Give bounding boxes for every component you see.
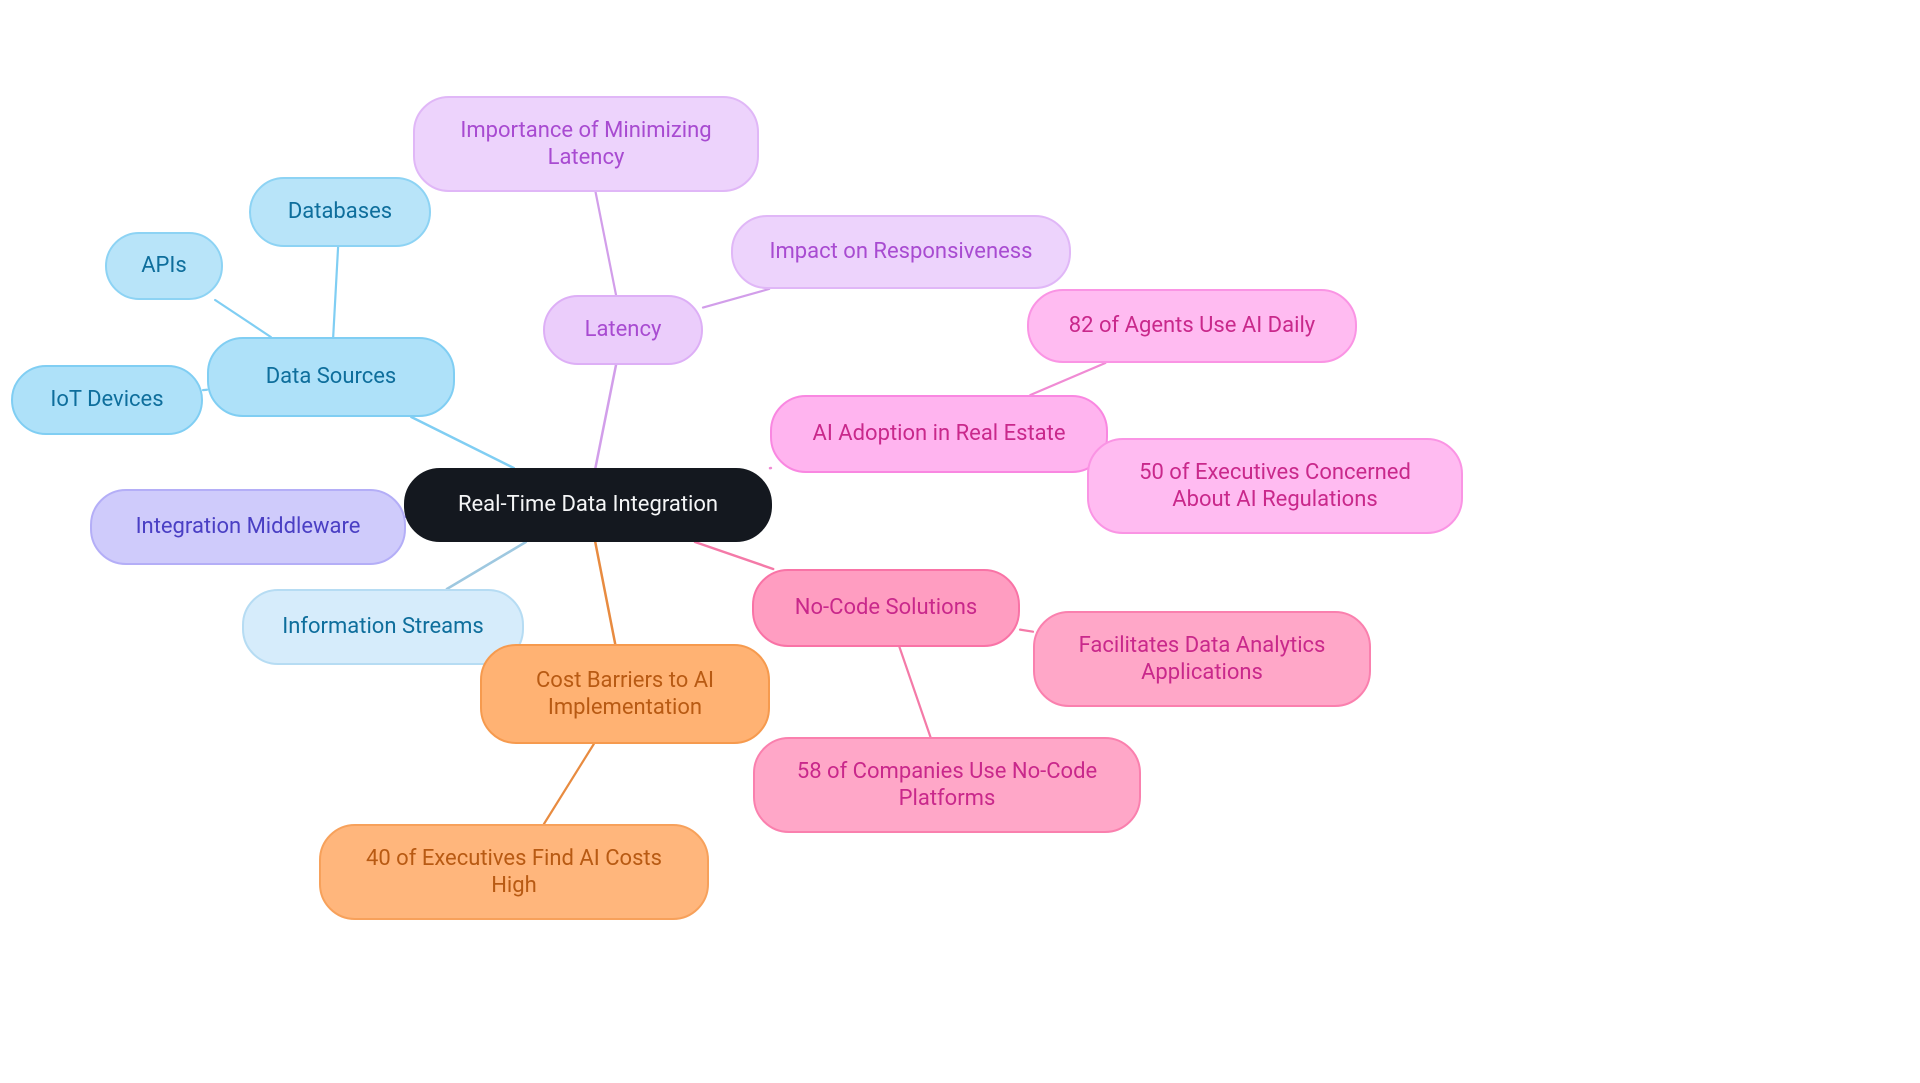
node-lat: Latency (543, 295, 703, 365)
node-is: Information Streams (242, 589, 524, 665)
node-root: Real-Time Data Integration (404, 468, 772, 542)
node-nc_fac: Facilitates Data Analytics Applications (1033, 611, 1371, 707)
edge-nc-nc_fac (1020, 630, 1033, 632)
node-mw: Integration Middleware (90, 489, 406, 565)
node-label: Impact on Responsiveness (770, 238, 1033, 266)
mindmap-stage: Real-Time Data Integration Data Sources Da… (0, 0, 1920, 1083)
node-label: 82 of Agents Use AI Daily (1069, 312, 1315, 340)
node-label: Cost Barriers to AI Implementation (536, 667, 714, 722)
node-ds_api: APIs (105, 232, 223, 300)
node-label: AI Adoption in Real Estate (813, 420, 1066, 448)
node-ai: AI Adoption in Real Estate (770, 395, 1108, 473)
node-ds_db: Databases (249, 177, 431, 247)
edge-lat-lat_min (596, 192, 616, 295)
edge-root-nc (695, 542, 773, 569)
edge-root-ds (411, 417, 513, 468)
edge-lat-lat_imp (703, 289, 769, 308)
edge-ds-ds_db (333, 247, 338, 337)
node-label: Databases (288, 198, 392, 226)
node-label: Real-Time Data Integration (458, 491, 718, 519)
node-label: IoT Devices (50, 386, 163, 414)
node-lat_imp: Impact on Responsiveness (731, 215, 1071, 289)
node-label: 50 of Executives Concerned About AI Regu… (1139, 459, 1411, 514)
node-ai_50: 50 of Executives Concerned About AI Regu… (1087, 438, 1463, 534)
node-label: Facilitates Data Analytics Applications (1079, 632, 1326, 687)
node-label: Latency (585, 316, 662, 344)
node-ds: Data Sources (207, 337, 455, 417)
node-nc_58: 58 of Companies Use No-Code Platforms (753, 737, 1141, 833)
node-label: 58 of Companies Use No-Code Platforms (797, 758, 1097, 813)
node-ds_iot: IoT Devices (11, 365, 203, 435)
node-label: Importance of Minimizing Latency (460, 117, 711, 172)
node-label: Information Streams (282, 613, 484, 641)
node-nc: No-Code Solutions (752, 569, 1020, 647)
node-label: Data Sources (266, 363, 397, 391)
edge-root-lat (595, 365, 616, 468)
node-label: No-Code Solutions (795, 594, 977, 622)
node-label: APIs (141, 252, 187, 280)
edge-ds-ds_api (215, 300, 271, 337)
node-lat_min: Importance of Minimizing Latency (413, 96, 759, 192)
edge-nc-nc_58 (899, 647, 930, 737)
edge-cost-cost_40 (544, 744, 594, 824)
node-label: 40 of Executives Find AI Costs High (366, 845, 662, 900)
node-ai_82: 82 of Agents Use AI Daily (1027, 289, 1357, 363)
node-cost: Cost Barriers to AI Implementation (480, 644, 770, 744)
edge-ai-ai_82 (1030, 363, 1105, 395)
edge-root-cost (595, 542, 615, 644)
edge-root-is (447, 542, 526, 589)
node-label: Integration Middleware (136, 513, 361, 541)
node-cost_40: 40 of Executives Find AI Costs High (319, 824, 709, 920)
